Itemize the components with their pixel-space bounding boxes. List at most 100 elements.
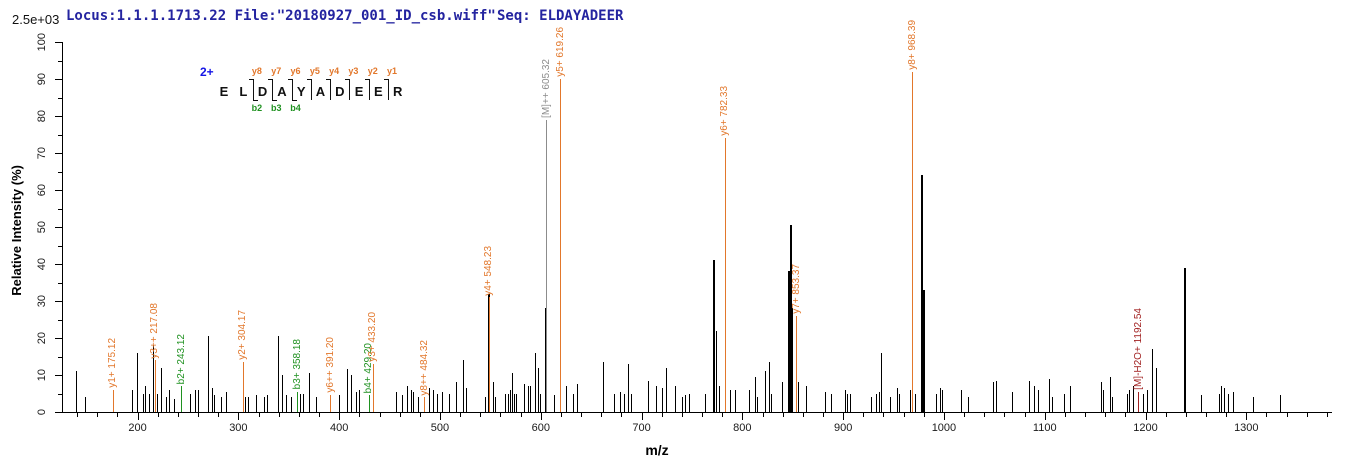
y-minor-tick xyxy=(58,245,62,247)
spectrum-peak xyxy=(359,389,361,412)
spectrum-peak xyxy=(805,386,807,412)
spectrum-peak xyxy=(730,389,732,412)
x-minor-tick xyxy=(581,413,583,417)
spectrum-peak xyxy=(871,397,873,412)
spectrum-peak xyxy=(537,367,539,412)
y-tick-label-text: 0 xyxy=(36,408,48,416)
spectrum-peak xyxy=(441,391,443,412)
ion-annotation-label: b3+ 358.18 xyxy=(289,240,305,389)
spectrum-peak xyxy=(395,391,397,412)
spectrum-peak xyxy=(339,395,341,412)
ion-annotation-label-text: y3+ 433.20 xyxy=(367,312,379,362)
spectrum-peak xyxy=(914,393,916,412)
y-tick-label-text: 60 xyxy=(36,183,48,197)
spectrum-peak xyxy=(565,386,567,412)
y-minor-tick xyxy=(58,356,62,358)
x-tick-label: 500 xyxy=(430,422,450,434)
x-minor-tick xyxy=(500,413,502,417)
y-major-tick xyxy=(55,301,62,302)
spectrum-peak xyxy=(401,395,403,412)
ion-annotation-label: y4+ 548.23 xyxy=(481,145,497,296)
spectrum-peak xyxy=(624,393,626,412)
spectrum-peak xyxy=(631,393,633,412)
x-minor-tick xyxy=(359,413,361,417)
y-tick-label-text: 20 xyxy=(36,331,48,345)
spectrum-peak xyxy=(1224,387,1226,412)
spectrum-peak xyxy=(770,393,772,412)
spectrum-peak xyxy=(428,387,430,412)
y-tick-label-text: 70 xyxy=(36,146,48,160)
ion-annotation-line xyxy=(181,386,183,412)
spectrum-peak xyxy=(755,376,757,412)
spectrum-peak xyxy=(208,336,210,412)
spectrum-peak xyxy=(935,393,937,412)
spectrum-peak xyxy=(898,393,900,412)
x-major-tick xyxy=(641,413,643,420)
spectrum-peak xyxy=(173,399,175,412)
x-minor-tick xyxy=(117,413,119,417)
spectrum-peak xyxy=(939,387,941,412)
y-major-tick xyxy=(55,116,62,117)
spectrum-peak xyxy=(941,389,943,412)
ion-annotation-label: [M]-H2O+ 1192.54 xyxy=(1130,240,1146,390)
ion-annotation-line xyxy=(546,119,548,412)
x-minor-tick xyxy=(198,413,200,417)
y-tick-label: 0 xyxy=(34,395,50,429)
ion-annotation-label: b4+ 429.20 xyxy=(361,243,377,393)
x-minor-tick xyxy=(520,413,522,417)
spectrum-peak xyxy=(1051,397,1053,412)
x-minor-tick xyxy=(1185,413,1187,417)
ion-annotation-line xyxy=(330,394,332,412)
spectrum-peak xyxy=(647,380,649,412)
ion-annotation-label-text: b2+ 243.12 xyxy=(175,333,187,385)
y-tick-label: 40 xyxy=(34,247,50,281)
spectrum-peak xyxy=(920,175,923,412)
spectrum-peak xyxy=(412,391,414,412)
x-minor-tick xyxy=(964,413,966,417)
x-major-tick xyxy=(843,413,845,420)
y-tick-label: 30 xyxy=(34,284,50,318)
ion-annotation-label: y6++ 391.20 xyxy=(322,243,338,393)
spectrum-peak xyxy=(214,395,216,412)
x-minor-tick xyxy=(278,413,280,417)
spectrum-peak xyxy=(713,260,716,412)
precursor-charge-label: 2+ xyxy=(200,65,214,79)
spectrum-peak xyxy=(716,330,718,412)
spectrum-peak xyxy=(212,387,214,412)
ion-annotation-label-text: y8++ 484.32 xyxy=(418,339,430,396)
y-tick-label: 90 xyxy=(34,62,50,96)
spectrum-peak xyxy=(993,382,995,412)
y-tick-label-text: 10 xyxy=(36,368,48,382)
spectrum-peak xyxy=(787,271,790,412)
spectrum-peak xyxy=(688,393,690,412)
x-minor-tick xyxy=(601,413,603,417)
spectrum-peak xyxy=(195,389,197,412)
y-tick-label-text: 50 xyxy=(36,220,48,234)
ion-annotation-label: y5+ 619.26 xyxy=(552,0,568,77)
spectrum-peak xyxy=(316,397,317,412)
x-minor-tick xyxy=(762,413,764,417)
y-tick-label-text: 30 xyxy=(36,294,48,308)
spectrum-peak xyxy=(534,352,536,412)
x-minor-tick xyxy=(258,413,260,417)
spectrum-peak xyxy=(684,395,686,412)
x-minor-tick xyxy=(903,413,905,417)
spectrum-peak xyxy=(922,289,925,412)
ion-annotation-label: y8++ 484.32 xyxy=(416,245,432,396)
spectrum-peak xyxy=(620,391,622,412)
spectrum-peak xyxy=(281,375,283,412)
spectrum-peak xyxy=(881,352,883,412)
spectrum-peak xyxy=(529,386,531,412)
spectrum-peak xyxy=(527,386,529,412)
y-tick-label: 100 xyxy=(34,25,50,59)
x-major-tick xyxy=(339,413,341,420)
spectrum-peak xyxy=(148,393,150,412)
spectrum-peak xyxy=(719,386,721,412)
ion-annotation-label-text: y4+ 548.23 xyxy=(483,245,495,296)
spectrum-peak xyxy=(190,393,191,412)
spectrum-peak xyxy=(831,393,833,412)
x-minor-tick xyxy=(218,413,220,417)
spectrum-peak xyxy=(509,389,511,412)
spectrum-peak xyxy=(226,391,228,412)
